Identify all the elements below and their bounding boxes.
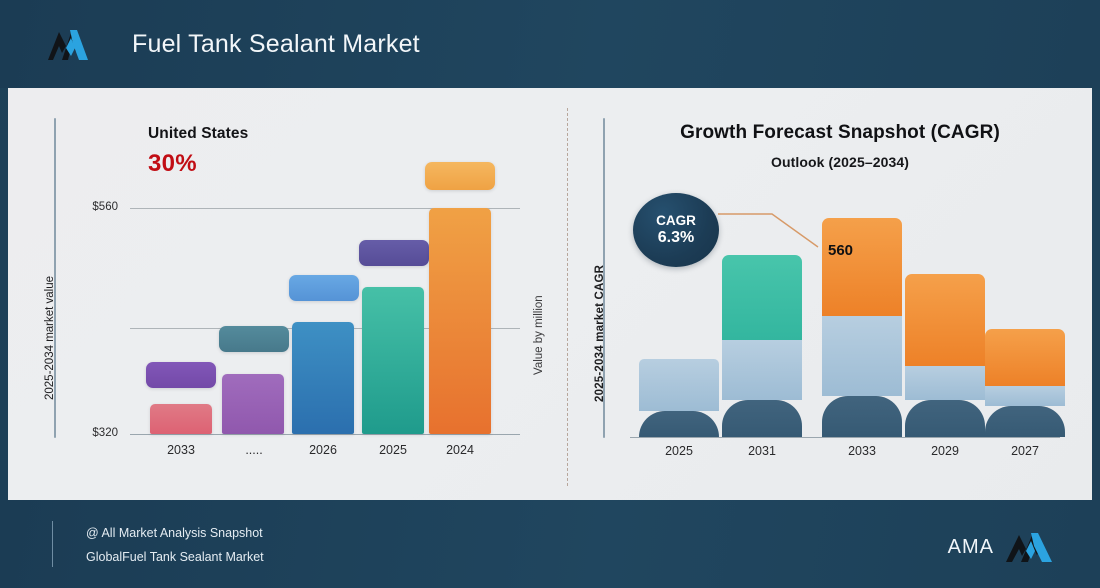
cagr-label: CAGR [656, 212, 696, 228]
segment-mid-2033 [822, 316, 902, 396]
stacked-bar-2033 [822, 218, 902, 437]
panel-divider [567, 108, 568, 486]
footer-brand: AMA [948, 530, 1056, 564]
segment-base-2033 [822, 396, 902, 437]
right-y-axis-caption: 2025-2034 market CAGR [594, 264, 606, 402]
left-baseline [130, 434, 520, 435]
bar-cap-2033 [146, 362, 216, 388]
ama-mountain-logo-icon [48, 30, 88, 60]
ama-mountain-logo-icon [1006, 533, 1052, 562]
right-chart-subtitle: Outlook (2025–2034) [770, 154, 910, 170]
stacked-bar-2031 [722, 255, 802, 437]
right-xtick-2: 2033 [848, 444, 876, 458]
right-chart-title: Growth Forecast Snapshot (CAGR) [680, 122, 1000, 143]
left-xtick-0: 2033 [167, 443, 195, 457]
bar-2026 [292, 322, 354, 434]
left-y-axis-caption: 2025-2034 market value [44, 275, 56, 400]
left-xtick-3: 2025 [379, 443, 407, 457]
share-value: 30% [148, 150, 197, 177]
bar-cap-ellipsis [219, 326, 289, 352]
cagr-value: 6.3% [657, 228, 695, 246]
stacked-bar-2027 [985, 329, 1065, 437]
left-ytick-320: $320 [92, 427, 118, 439]
right-y-axis [603, 118, 605, 438]
right-xtick-1: 2031 [748, 444, 776, 458]
segment-mid-2031 [722, 340, 802, 400]
footer-line-1: @ All Market Analysis Snapshot [86, 526, 263, 540]
left-ytick-560: $560 [92, 201, 118, 213]
region-label: United States [148, 125, 249, 142]
segment-top-2029 [905, 274, 985, 366]
right-baseline [630, 437, 1060, 438]
left-xtick-1: ..... [245, 443, 263, 457]
segment-base-2025 [639, 411, 719, 437]
segment-top-2033 [822, 218, 902, 316]
segment-base-2031 [722, 400, 802, 437]
header-bar: Fuel Tank Sealant Market [0, 0, 1100, 88]
bar-cap-2025 [359, 240, 429, 266]
left-xtick-4: 2024 [446, 443, 474, 457]
bar-cap-2026 [289, 275, 359, 301]
bar-2025 [362, 287, 424, 434]
brand-text: AMA [947, 535, 994, 558]
left-chart-heading: United States 30% [148, 125, 248, 178]
left-right-caption: Value by million [533, 295, 545, 375]
segment-mid-2029 [905, 366, 985, 400]
segment-mid-2027 [985, 386, 1065, 406]
bar-cap-2024 [425, 162, 495, 190]
left-y-axis [54, 118, 56, 438]
right-xtick-0: 2025 [665, 444, 693, 458]
segment-mid-2025 [639, 359, 719, 411]
footer-divider [52, 521, 53, 567]
footer-line-2: GlobalFuel Tank Sealant Market [86, 550, 264, 564]
page-title: Fuel Tank Sealant Market [132, 29, 420, 58]
right-xtick-3: 2029 [931, 444, 959, 458]
segment-top-2027 [985, 329, 1065, 386]
right-xtick-4: 2027 [1011, 444, 1039, 458]
segment-top-2031 [722, 255, 802, 340]
bar-2024 [429, 208, 491, 434]
cagr-connector-line [718, 213, 819, 248]
footer-bar [0, 500, 1100, 588]
segment-base-2027 [985, 406, 1065, 437]
cagr-badge: CAGR 6.3% [633, 193, 719, 267]
bar-2033 [150, 404, 212, 434]
stacked-bar-2029 [905, 274, 985, 437]
segment-base-2029 [905, 400, 985, 437]
left-gridline-560 [130, 208, 520, 209]
bar-value-callout: 560 [828, 242, 854, 259]
left-xtick-2: 2026 [309, 443, 337, 457]
stacked-bar-2025 [639, 359, 719, 437]
bar-ellipsis [222, 374, 284, 434]
